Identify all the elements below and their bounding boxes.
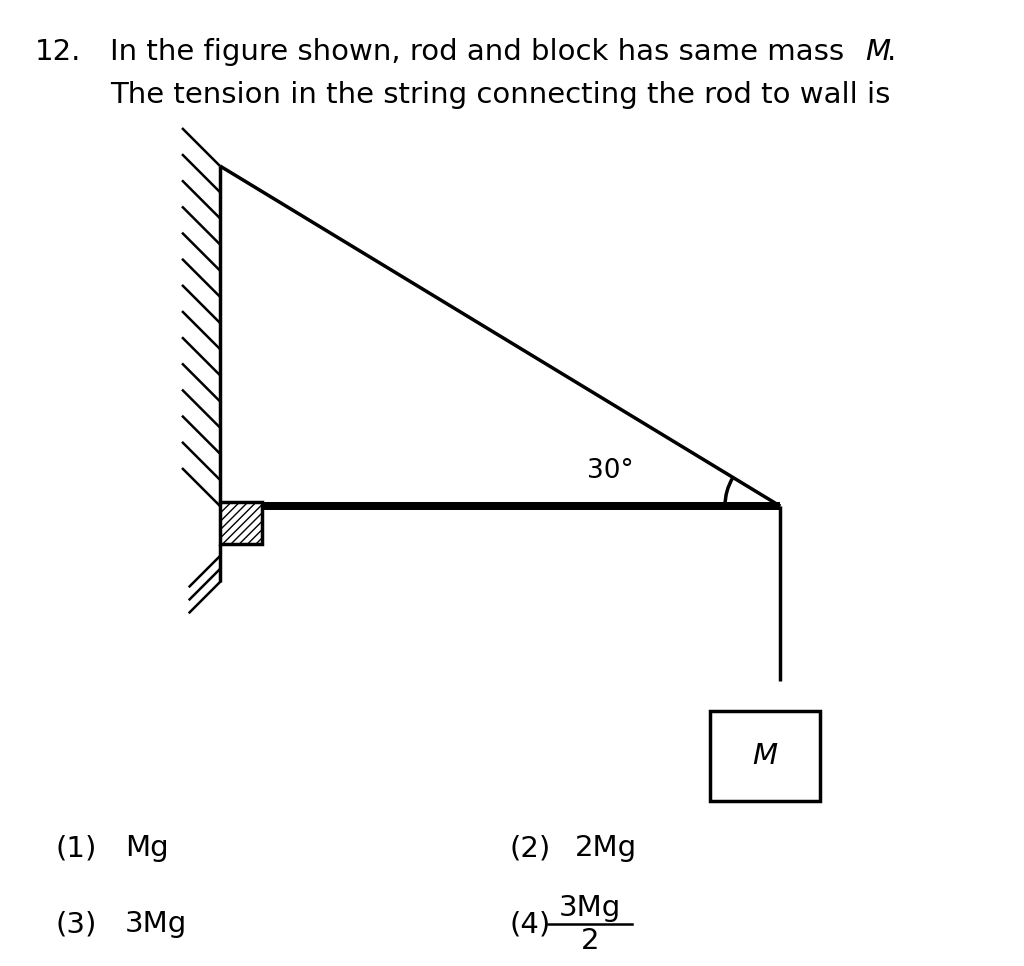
Text: M: M — [865, 38, 890, 66]
Text: Mg: Mg — [125, 834, 169, 862]
Text: 12.: 12. — [35, 38, 81, 66]
Text: 2: 2 — [581, 927, 599, 955]
Text: (1): (1) — [55, 834, 96, 862]
Text: .: . — [887, 38, 896, 66]
Text: M: M — [753, 742, 777, 770]
Text: In the figure shown, rod and block has same mass: In the figure shown, rod and block has s… — [110, 38, 853, 66]
Bar — [220, 502, 780, 510]
Text: (4): (4) — [510, 910, 551, 938]
Text: (2): (2) — [510, 834, 551, 862]
Text: 3Mg: 3Mg — [125, 910, 187, 938]
Bar — [710, 711, 820, 801]
Text: 2Mg: 2Mg — [575, 834, 637, 862]
Bar — [220, 502, 262, 544]
Text: The tension in the string connecting the rod to wall is: The tension in the string connecting the… — [110, 81, 891, 109]
Text: (3): (3) — [55, 910, 96, 938]
Text: 30°: 30° — [587, 458, 633, 484]
Text: 3Mg: 3Mg — [559, 894, 622, 922]
